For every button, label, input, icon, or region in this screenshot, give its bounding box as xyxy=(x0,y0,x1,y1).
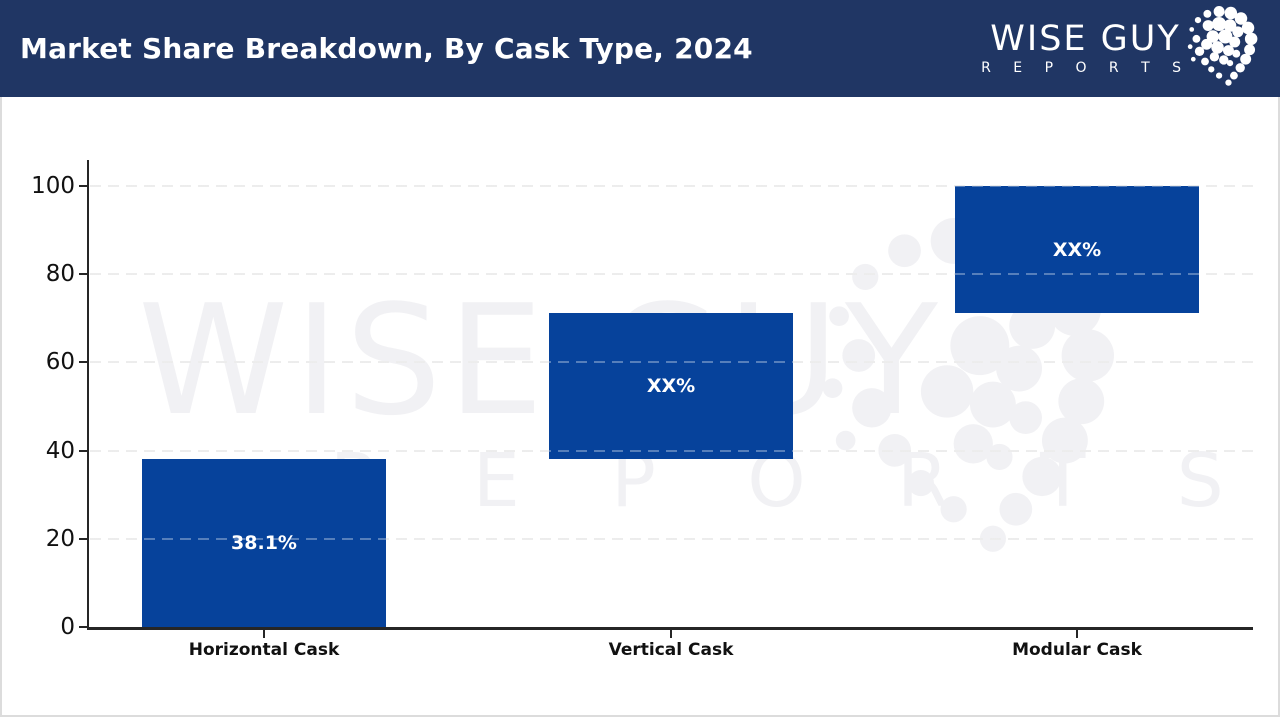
bar-segment: XX% xyxy=(955,186,1199,313)
bar-value-label: XX% xyxy=(1052,238,1102,261)
y-tick-label: 20 xyxy=(45,525,75,552)
x-category-label: Modular Cask xyxy=(1012,640,1142,660)
x-tick-mark xyxy=(670,630,672,638)
y-tick-label: 60 xyxy=(45,349,75,376)
logo-brand-subtitle: R E P O R T S xyxy=(981,59,1190,76)
x-category-label: Vertical Cask xyxy=(608,640,734,660)
x-tick-mark xyxy=(1076,630,1078,638)
gridline xyxy=(90,185,1256,187)
bar-value-label: 38.1% xyxy=(231,531,297,554)
wise-guy-logo: WISE GUY R E P O R T S xyxy=(981,5,1266,92)
y-tick-label: 40 xyxy=(45,437,75,464)
gridline-overlay xyxy=(90,361,1256,364)
y-tick-mark xyxy=(79,537,87,540)
y-tick-mark xyxy=(79,273,87,276)
gridline-overlay xyxy=(90,537,1256,540)
y-tick-mark xyxy=(79,185,87,187)
gridline xyxy=(90,537,1256,540)
y-tick-label: 80 xyxy=(45,261,75,288)
y-tick-mark xyxy=(79,449,87,452)
gridline-overlay xyxy=(90,185,1256,187)
bar-segment: XX% xyxy=(549,313,793,459)
x-axis-line xyxy=(87,627,1253,630)
gridline xyxy=(90,273,1256,276)
bar-value-label: XX% xyxy=(646,374,696,397)
y-tick-mark xyxy=(79,626,87,628)
header-bar: Market Share Breakdown, By Cask Type, 20… xyxy=(0,0,1280,97)
wise-guy-logo-text: WISE GUY R E P O R T S xyxy=(981,21,1190,76)
x-tick-mark xyxy=(263,630,265,638)
page-title: Market Share Breakdown, By Cask Type, 20… xyxy=(20,32,753,65)
gridline-overlay xyxy=(90,273,1256,276)
bar-segment: 38.1% xyxy=(142,458,386,627)
x-category-label: Horizontal Cask xyxy=(188,640,340,660)
y-axis-line xyxy=(87,160,89,629)
logo-brand-name: WISE GUY xyxy=(990,19,1181,60)
y-tick-mark xyxy=(79,361,87,364)
y-tick-label: 0 xyxy=(60,614,75,640)
gridline-overlay xyxy=(90,449,1256,452)
wise-guy-face-icon xyxy=(1187,5,1258,86)
y-tick-label: 100 xyxy=(31,173,75,199)
watermark-text-line1: WISE GUY xyxy=(138,272,944,449)
